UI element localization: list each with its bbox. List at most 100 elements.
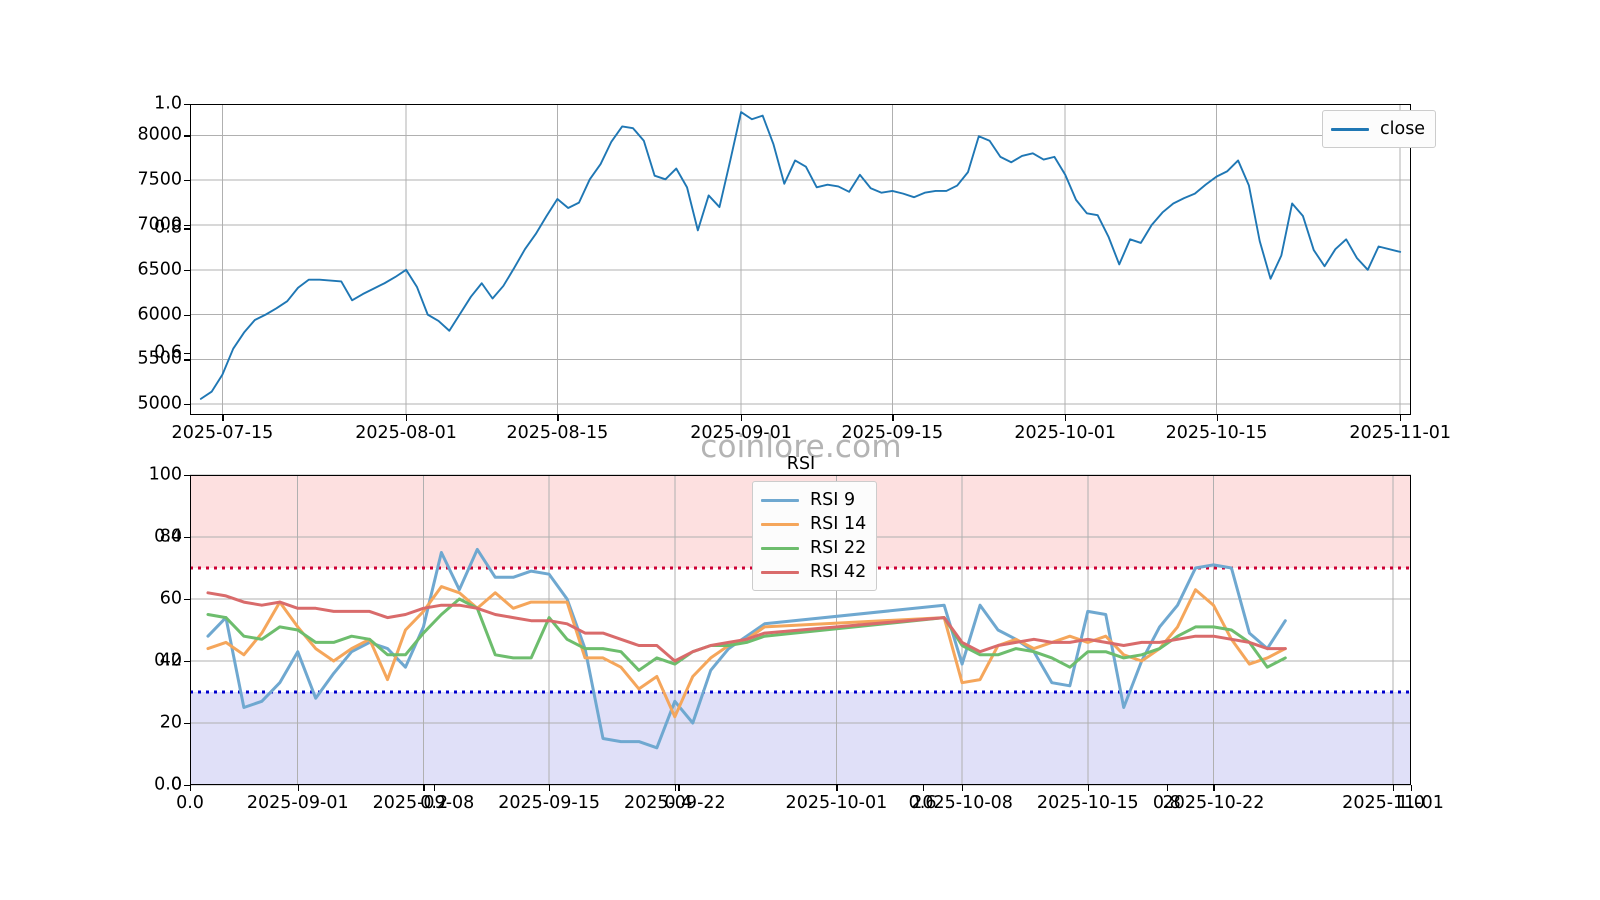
rsi-legend-row[interactable]: RSI 9 bbox=[761, 488, 866, 512]
price-y-tick-label: 5000 bbox=[137, 393, 182, 414]
rsi-y-tick-label: 0 bbox=[170, 774, 182, 795]
price-y-tickmark bbox=[184, 180, 190, 182]
rsi-y-tick-label: 40 bbox=[159, 650, 182, 671]
rsi-x-tickmark-overlay bbox=[190, 785, 192, 791]
rsi-x-tickmark bbox=[836, 785, 838, 791]
price-legend: close bbox=[1322, 110, 1437, 148]
legend-color-swatch-icon bbox=[761, 498, 799, 502]
rsi-x-tick-label: 2025-10-08 bbox=[911, 793, 1013, 813]
price-y-tick-label-overlay: 1.0 bbox=[154, 93, 182, 114]
rsi-x-tickmark-overlay bbox=[434, 785, 436, 791]
price-y-tick-label: 7500 bbox=[137, 169, 182, 190]
rsi-x-tick-label: 2025-09-22 bbox=[623, 793, 726, 813]
legend-color-swatch-icon bbox=[761, 522, 799, 526]
rsi-x-tick-label: 2025-09-08 bbox=[372, 793, 475, 813]
legend-label: RSI 42 bbox=[810, 562, 867, 582]
rsi-chart-axes bbox=[190, 474, 1411, 786]
price-x-tick-label: 2025-09-01 bbox=[690, 423, 792, 443]
rsi-x-tick-label-overlay: 0.8 bbox=[1152, 793, 1181, 813]
rsi-x-tick-label-overlay: 0.4 bbox=[664, 793, 693, 813]
rsi-x-tick-label-overlay: 1.0 bbox=[1397, 793, 1425, 813]
rsi-x-tickmark-overlay bbox=[1166, 785, 1168, 791]
rsi-x-tickmark bbox=[549, 785, 551, 791]
rsi-x-tickmark bbox=[674, 785, 676, 791]
price-x-tick-label: 2025-08-15 bbox=[506, 423, 609, 443]
price-y-tickmark-overlay bbox=[184, 104, 190, 106]
price-x-tick-label: 2025-10-15 bbox=[1165, 423, 1268, 443]
rsi-y-tickmark-overlay bbox=[184, 537, 190, 539]
price-y-tickmark bbox=[184, 224, 190, 227]
price-x-tick-label: 2025-09-15 bbox=[841, 423, 944, 443]
rsi-y-tick-label: 60 bbox=[159, 588, 182, 609]
rsi-line-rsi-14 bbox=[206, 585, 1287, 719]
price-x-tick-label: 2025-08-01 bbox=[355, 423, 457, 443]
rsi-band-oversold bbox=[190, 692, 1411, 785]
rsi-y-tickmark bbox=[184, 599, 190, 601]
price-y-tickmark bbox=[184, 404, 190, 406]
price-x-tick-label: 2025-10-01 bbox=[1014, 423, 1117, 443]
legend-label: RSI 22 bbox=[810, 538, 867, 558]
price-x-tickmark bbox=[892, 415, 894, 421]
rsi-x-tickmark bbox=[1213, 785, 1215, 791]
rsi-y-tick-label-overlay: 0.4 bbox=[154, 526, 182, 547]
rsi-x-tick-label-overlay: 0.6 bbox=[908, 793, 937, 813]
rsi-chart-title: RSI bbox=[786, 454, 816, 474]
rsi-line-rsi-42 bbox=[206, 591, 1287, 663]
legend-color-swatch-icon bbox=[761, 570, 799, 574]
price-y-tick-label: 7000 bbox=[137, 214, 182, 235]
price-y-tick-label: 6500 bbox=[137, 259, 182, 280]
rsi-x-tickmark bbox=[962, 785, 964, 791]
rsi-legend-row[interactable]: RSI 14 bbox=[761, 512, 866, 536]
rsi-legend-row[interactable]: RSI 22 bbox=[761, 536, 866, 560]
rsi-y-tickmark bbox=[184, 723, 190, 725]
rsi-x-tickmark bbox=[423, 785, 425, 791]
rsi-y-tickmark-overlay bbox=[184, 661, 190, 663]
rsi-legend: RSI 9 RSI 14 RSI 22 RSI 42 bbox=[752, 481, 878, 591]
watermark: coinlore.com bbox=[700, 429, 902, 465]
rsi-x-tick-label: 2025-11-01 bbox=[1342, 793, 1444, 813]
price-legend-row[interactable]: close bbox=[1331, 117, 1425, 141]
price-y-tick-label: 5500 bbox=[137, 348, 182, 369]
legend-label: RSI 14 bbox=[810, 514, 867, 534]
rsi-y-tick-label-overlay: 0.0 bbox=[154, 774, 182, 795]
legend-color-swatch-icon bbox=[761, 546, 799, 550]
price-x-tickmark bbox=[222, 415, 224, 421]
rsi-line-rsi-22 bbox=[206, 597, 1287, 672]
price-y-tick-label-overlay: 0.8 bbox=[154, 217, 182, 238]
legend-color-swatch-icon bbox=[1331, 127, 1369, 131]
price-y-tick-label: 8000 bbox=[137, 124, 182, 145]
rsi-x-tick-label: 2025-09-01 bbox=[246, 793, 349, 813]
price-x-tick-label: 2025-07-15 bbox=[171, 423, 274, 443]
price-y-tickmark bbox=[184, 135, 190, 137]
rsi-x-tick-label: 2025-09-15 bbox=[498, 793, 600, 813]
rsi-y-tickmark-overlay bbox=[184, 785, 190, 787]
price-y-tickmark-overlay bbox=[184, 352, 190, 354]
price-x-tick-label: 2025-11-01 bbox=[1349, 423, 1452, 443]
price-y-tickmark bbox=[184, 269, 190, 271]
rsi-x-tick-label: 2025-10-15 bbox=[1036, 793, 1139, 813]
price-x-tickmark bbox=[1065, 415, 1067, 421]
rsi-y-tick-label-overlay: 0.2 bbox=[154, 650, 182, 671]
legend-label: RSI 9 bbox=[810, 490, 856, 510]
price-y-tick-label: 6000 bbox=[137, 303, 182, 324]
rsi-x-tick-label: 2025-10-01 bbox=[785, 793, 888, 813]
price-x-tickmark bbox=[741, 415, 743, 421]
price-x-tickmark bbox=[406, 415, 408, 421]
rsi-legend-row[interactable]: RSI 42 bbox=[761, 560, 866, 584]
rsi-line-rsi-9 bbox=[206, 547, 1287, 750]
rsi-y-tick-label: 100 bbox=[148, 464, 182, 485]
price-y-tick-label-overlay: 0.6 bbox=[154, 342, 182, 363]
price-y-tickmark bbox=[184, 314, 190, 316]
rsi-x-tick-label-overlay: 0.2 bbox=[420, 793, 449, 813]
price-plot-area bbox=[190, 104, 1411, 415]
rsi-x-tickmark bbox=[1087, 785, 1089, 791]
rsi-y-tick-label: 20 bbox=[159, 712, 182, 733]
price-x-tickmark bbox=[1400, 415, 1402, 421]
close-price-line bbox=[199, 111, 1402, 400]
rsi-y-tick-label: 80 bbox=[159, 526, 182, 547]
rsi-x-tick-label-overlay: 0.0 bbox=[176, 793, 204, 813]
rsi-x-tickmark bbox=[1393, 785, 1395, 791]
rsi-x-tickmark bbox=[297, 785, 299, 791]
price-y-tickmark bbox=[184, 359, 190, 361]
